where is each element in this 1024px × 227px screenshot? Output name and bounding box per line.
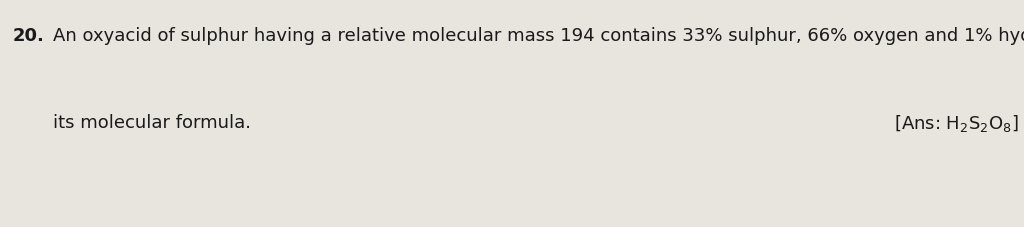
Text: its molecular formula.: its molecular formula. [53, 114, 251, 131]
Text: 20.: 20. [12, 27, 44, 45]
Text: An oxyacid of sulphur having a relative molecular mass 194 contains 33% sulphur,: An oxyacid of sulphur having a relative … [53, 27, 1024, 45]
Text: [Ans: $\mathregular{H_2S_2O_8}$]: [Ans: $\mathregular{H_2S_2O_8}$] [894, 114, 1019, 135]
